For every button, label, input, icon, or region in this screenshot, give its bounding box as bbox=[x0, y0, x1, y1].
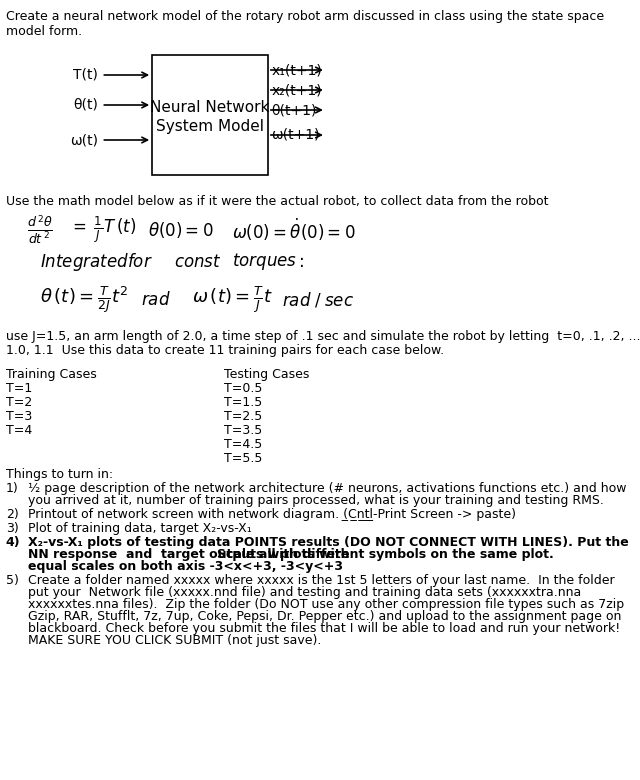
Text: System Model: System Model bbox=[156, 119, 264, 134]
Text: $\it{torques}$: $\it{torques}$ bbox=[232, 251, 297, 272]
Text: Use the math model below as if it were the actual robot, to collect data from th: Use the math model below as if it were t… bbox=[6, 195, 548, 208]
Text: θ(t): θ(t) bbox=[73, 98, 98, 112]
Text: $\theta\,(t) = \frac{T}{2J}t^2$: $\theta\,(t) = \frac{T}{2J}t^2$ bbox=[40, 285, 128, 316]
Text: T=3.5: T=3.5 bbox=[225, 424, 263, 437]
Text: $\it{:}$: $\it{:}$ bbox=[294, 253, 304, 271]
Text: 2): 2) bbox=[6, 508, 19, 521]
Text: put your  Network file (xxxxx.nnd file) and testing and training data sets (xxxx: put your Network file (xxxxx.nnd file) a… bbox=[28, 586, 580, 599]
Text: T=2.5: T=2.5 bbox=[225, 410, 263, 423]
Text: T=4.5: T=4.5 bbox=[225, 438, 263, 451]
Text: T=1.5: T=1.5 bbox=[225, 396, 263, 409]
Text: T=1: T=1 bbox=[6, 382, 32, 395]
Text: T=0.5: T=0.5 bbox=[225, 382, 263, 395]
Text: you arrived at it, number of training pairs processed, what is your training and: you arrived at it, number of training pa… bbox=[28, 494, 604, 507]
Text: T(t): T(t) bbox=[73, 68, 98, 82]
Text: $\it{rad}$: $\it{rad}$ bbox=[141, 291, 171, 309]
Text: Create a folder named xxxxx where xxxxx is the 1st 5 letters of your last name. : Create a folder named xxxxx where xxxxx … bbox=[28, 574, 614, 587]
Text: X₂-vs-X₁ plots of testing data POINTS results (DO NOT CONNECT WITH LINES). Put t: X₂-vs-X₁ plots of testing data POINTS re… bbox=[28, 536, 628, 549]
Text: $\omega(0) = \dot{\theta}(0) = 0$: $\omega(0) = \dot{\theta}(0) = 0$ bbox=[232, 217, 355, 243]
Text: x₂(t+1): x₂(t+1) bbox=[271, 83, 322, 97]
Text: $\it{Integrated}$: $\it{Integrated}$ bbox=[40, 251, 129, 273]
Text: $\theta(0) = 0$: $\theta(0) = 0$ bbox=[148, 220, 214, 240]
Text: T=3: T=3 bbox=[6, 410, 32, 423]
Text: equal scales on both axis -3<x<+3, -3<y<+3: equal scales on both axis -3<x<+3, -3<y<… bbox=[28, 560, 342, 573]
Text: MAKE SURE YOU CLICK SUBMIT (not just save).: MAKE SURE YOU CLICK SUBMIT (not just sav… bbox=[28, 634, 321, 647]
Text: $\frac{d\,^2\theta}{dt\,^2}$: $\frac{d\,^2\theta}{dt\,^2}$ bbox=[27, 213, 52, 246]
Text: ω(t+1): ω(t+1) bbox=[271, 128, 320, 142]
Text: T=4: T=4 bbox=[6, 424, 32, 437]
Text: Training Cases: Training Cases bbox=[6, 368, 97, 381]
Text: $\omega\,(t) = \frac{T}{J}t$: $\omega\,(t) = \frac{T}{J}t$ bbox=[192, 285, 273, 316]
Text: 4): 4) bbox=[6, 536, 20, 549]
Text: Plot of training data, target X₂-vs-X₁: Plot of training data, target X₂-vs-X₁ bbox=[28, 522, 252, 535]
Text: NN response  and  target outputs with different symbols on the same plot.: NN response and target outputs with diff… bbox=[28, 548, 557, 561]
Text: 1): 1) bbox=[6, 482, 19, 495]
Text: Printout of network screen with network diagram. (̲C̲n̲t̲l̲-Print Screen -> past: Printout of network screen with network … bbox=[28, 508, 515, 521]
Text: $\it{for}$: $\it{for}$ bbox=[127, 253, 152, 271]
Text: $\it{const}$: $\it{const}$ bbox=[174, 253, 221, 271]
Text: x₁(t+1): x₁(t+1) bbox=[271, 63, 323, 77]
Text: ω(t): ω(t) bbox=[70, 133, 98, 147]
Text: xxxxxxtes.nna files).  Zip the folder (Do NOT use any other compression file typ: xxxxxxtes.nna files). Zip the folder (Do… bbox=[28, 598, 623, 611]
Text: Gzip, RAR, Stufflt, 7z, 7up, Coke, Pepsi, Dr. Pepper etc.) and upload to the ass: Gzip, RAR, Stufflt, 7z, 7up, Coke, Pepsi… bbox=[28, 610, 621, 623]
Text: 1.0, 1.1  Use this data to create 11 training pairs for each case below.: 1.0, 1.1 Use this data to create 11 trai… bbox=[6, 344, 444, 357]
Text: Scale all plots with: Scale all plots with bbox=[217, 548, 349, 561]
Text: Create a neural network model of the rotary robot arm discussed in class using t: Create a neural network model of the rot… bbox=[6, 10, 604, 38]
Text: ½ page description of the network architecture (# neurons, activations functions: ½ page description of the network archit… bbox=[28, 482, 626, 495]
Text: $\it{rad\;/\;sec}$: $\it{rad\;/\;sec}$ bbox=[282, 290, 355, 310]
Text: T=2: T=2 bbox=[6, 396, 32, 409]
Text: Neural Network: Neural Network bbox=[150, 100, 269, 115]
Text: use J=1.5, an arm length of 2.0, a time step of .1 sec and simulate the robot by: use J=1.5, an arm length of 2.0, a time … bbox=[6, 330, 640, 343]
Text: Things to turn in:: Things to turn in: bbox=[6, 468, 113, 481]
Text: 3): 3) bbox=[6, 522, 19, 535]
Text: θ(t+1): θ(t+1) bbox=[271, 103, 317, 117]
Text: 5): 5) bbox=[6, 574, 19, 587]
FancyBboxPatch shape bbox=[152, 55, 268, 175]
Text: Testing Cases: Testing Cases bbox=[225, 368, 310, 381]
Text: T=5.5: T=5.5 bbox=[225, 452, 263, 465]
Text: $=\;\frac{1}{J}T\,(t)$: $=\;\frac{1}{J}T\,(t)$ bbox=[68, 215, 136, 245]
Text: blackboard. Check before you submit the files that I will be able to load and ru: blackboard. Check before you submit the … bbox=[28, 622, 620, 635]
